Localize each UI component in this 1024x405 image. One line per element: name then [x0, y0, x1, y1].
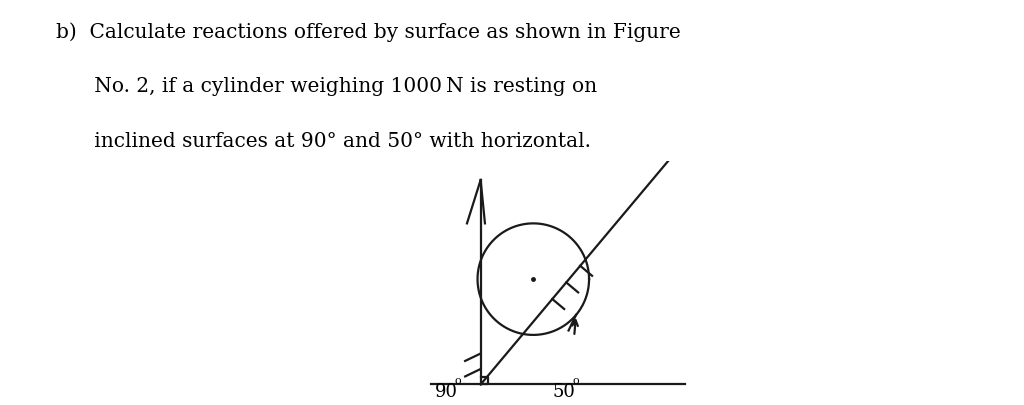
Text: inclined surfaces at 90° and 50° with horizontal.: inclined surfaces at 90° and 50° with ho… — [56, 131, 591, 150]
Text: No. 2, if a cylinder weighing 1000 N is resting on: No. 2, if a cylinder weighing 1000 N is … — [56, 77, 597, 96]
Text: o: o — [455, 375, 461, 385]
Text: b)  Calculate reactions offered by surface as shown in Figure: b) Calculate reactions offered by surfac… — [56, 22, 681, 41]
Text: 50: 50 — [553, 382, 575, 400]
Text: 90: 90 — [435, 382, 458, 400]
Text: o: o — [572, 375, 579, 385]
